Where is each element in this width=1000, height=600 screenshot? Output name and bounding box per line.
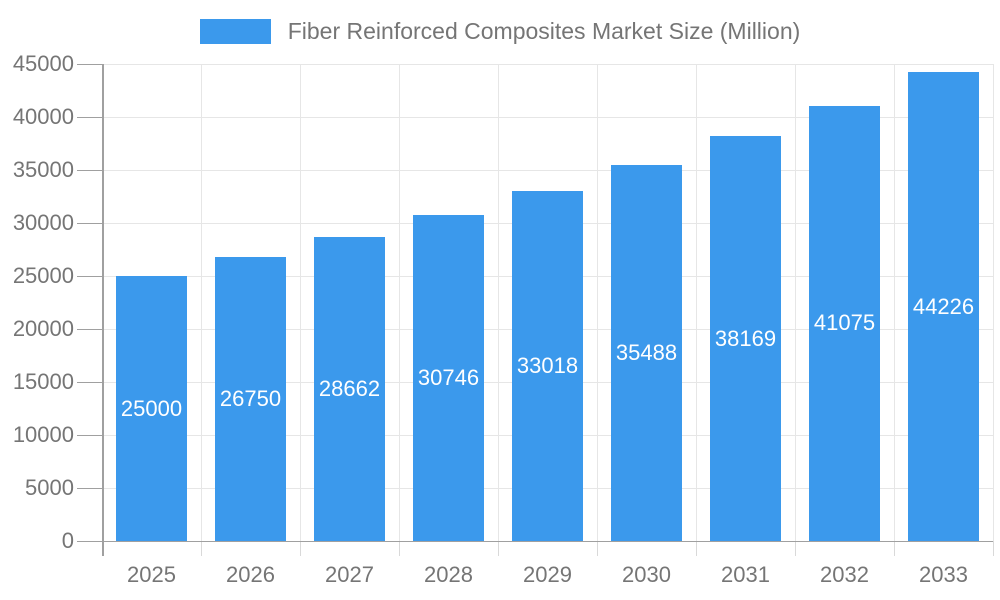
y-tick (77, 329, 102, 330)
y-tick (77, 117, 102, 118)
y-tick (77, 276, 102, 277)
bar-2033[interactable] (908, 72, 979, 541)
bar-2025[interactable] (116, 276, 187, 541)
x-gridline (597, 64, 598, 541)
y-tick (77, 488, 102, 489)
x-axis-label: 2028 (424, 562, 473, 587)
legend-label: Fiber Reinforced Composites Market Size … (287, 17, 801, 44)
x-gridline (696, 64, 697, 541)
bar-2032[interactable] (809, 105, 880, 541)
x-axis-label: 2030 (622, 562, 671, 587)
x-axis-label: 2032 (820, 562, 869, 587)
y-axis-label: 45000 (12, 51, 74, 76)
x-tick (795, 541, 796, 556)
x-gridline (399, 64, 400, 541)
x-tick (399, 541, 400, 556)
bar-value-label: 35488 (615, 340, 678, 365)
y-tick (77, 170, 102, 171)
y-axis-label: 30000 (12, 210, 74, 235)
y-tick (77, 541, 102, 542)
y-gridline (102, 170, 993, 171)
x-gridline (795, 64, 796, 541)
bar-2028[interactable] (413, 215, 484, 541)
x-axis-label: 2029 (523, 562, 572, 587)
bar-value-label: 30746 (417, 365, 480, 390)
y-axis-label: 5000 (25, 475, 74, 500)
y-gridline (102, 117, 993, 118)
y-tick (77, 382, 102, 383)
bar-2027[interactable] (314, 237, 385, 541)
x-axis-label: 2026 (226, 562, 275, 587)
bar-value-label: 28662 (318, 376, 381, 401)
x-axis-label: 2027 (325, 562, 374, 587)
bar-2030[interactable] (611, 164, 682, 541)
legend[interactable]: Fiber Reinforced Composites Market Size … (0, 16, 1000, 46)
y-axis-line (102, 64, 104, 556)
x-axis-label: 2031 (721, 562, 770, 587)
bar-value-label: 38169 (714, 326, 777, 351)
x-gridline (498, 64, 499, 541)
bar-value-label: 33018 (516, 353, 579, 378)
bar-2026[interactable] (215, 257, 286, 541)
x-tick (894, 541, 895, 556)
bar-value-label: 41075 (813, 310, 876, 335)
bar-2031[interactable] (710, 136, 781, 541)
y-axis-label: 15000 (12, 369, 74, 394)
y-gridline (102, 64, 993, 65)
legend-swatch (199, 18, 271, 44)
x-tick (993, 541, 994, 556)
y-tick (77, 64, 102, 65)
bar-value-label: 25000 (120, 396, 183, 421)
y-tick (77, 435, 102, 436)
x-axis-label: 2033 (919, 562, 968, 587)
bar-value-label: 26750 (219, 386, 282, 411)
x-tick (300, 541, 301, 556)
x-tick (696, 541, 697, 556)
y-axis-label: 20000 (12, 316, 74, 341)
x-axis-label: 2025 (127, 562, 176, 587)
y-tick (77, 223, 102, 224)
x-gridline (201, 64, 202, 541)
x-gridline (300, 64, 301, 541)
x-gridline (993, 64, 994, 541)
y-axis-label: 0 (61, 528, 74, 553)
y-axis-label: 35000 (12, 157, 74, 182)
x-axis-line (102, 541, 993, 542)
y-axis-label: 25000 (12, 263, 74, 288)
y-axis-label: 40000 (12, 104, 74, 129)
y-axis-label: 10000 (12, 422, 74, 447)
bar-value-label: 44226 (912, 294, 975, 319)
x-tick (498, 541, 499, 556)
bar-2029[interactable] (512, 191, 583, 541)
x-gridline (894, 64, 895, 541)
x-tick (597, 541, 598, 556)
x-tick (201, 541, 202, 556)
